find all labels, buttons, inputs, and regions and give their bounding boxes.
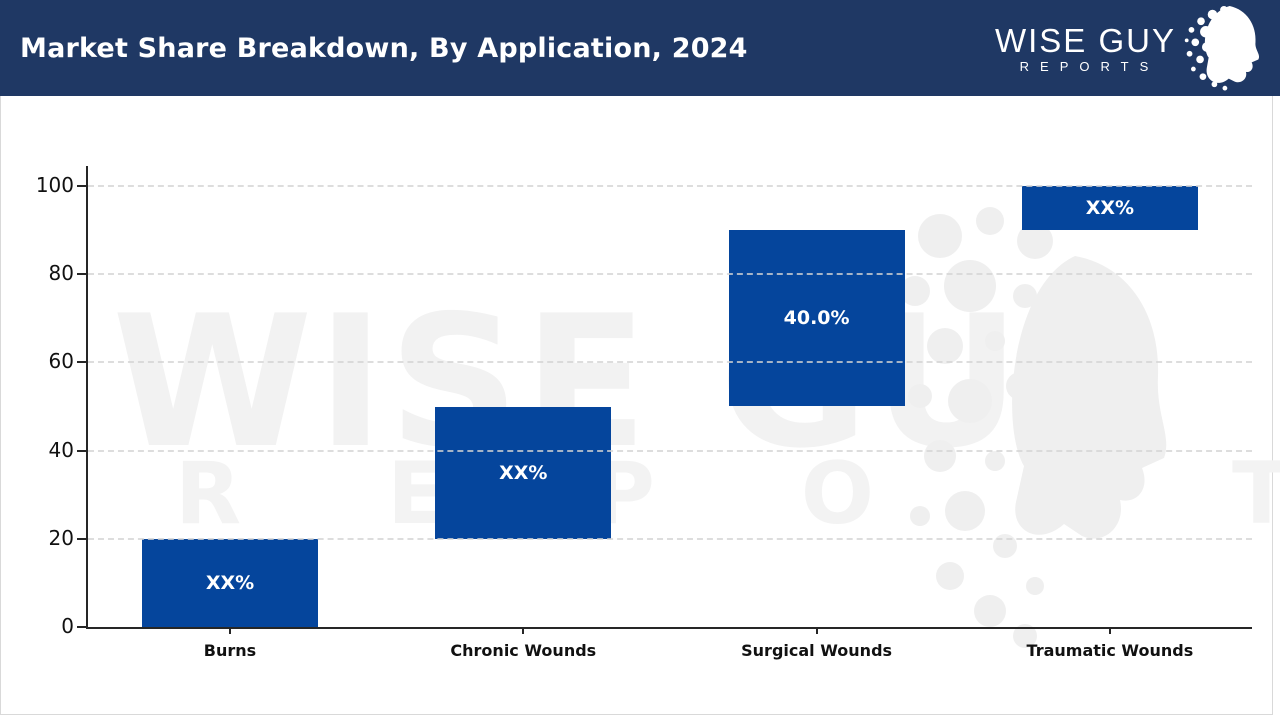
gridline-100	[88, 185, 1252, 187]
y-tick-label: 80	[48, 261, 74, 286]
x-category-label: Chronic Wounds	[450, 641, 597, 660]
y-tick-label: 40	[48, 437, 74, 462]
wiseguy-logo: WISE GUY REPORTS	[995, 2, 1280, 94]
x-category-label: Traumatic Wounds	[1026, 641, 1194, 660]
y-tick-mark	[77, 626, 86, 628]
bar-traumatic-wounds: XX%	[1021, 186, 1198, 231]
bar-surgical-wounds: 40.0%	[728, 230, 905, 407]
y-tick-mark	[77, 273, 86, 276]
bar-burns: XX%	[142, 538, 318, 627]
gridline-80	[88, 273, 1252, 276]
gridline-40	[88, 449, 1252, 452]
plot-area: 0 20 40 60 80 100 XX% Burns XX% Chronic Wounds 40.…	[0, 96, 1280, 720]
chart-canvas: WISE GU R E P O R T S 020406080100XX%Bur…	[0, 95, 1280, 720]
wiseguy-logo-text: WISE GUY REPORTS	[995, 24, 1176, 73]
wiseguy-head-icon	[1184, 5, 1260, 91]
bar-value-label: XX%	[499, 461, 548, 484]
y-tick-label: 20	[48, 525, 74, 550]
x-tick-mark	[1108, 627, 1111, 634]
x-category-label: Burns	[203, 641, 257, 660]
bar-chronic-wounds: XX%	[435, 406, 612, 539]
x-tick-mark	[522, 627, 525, 634]
bar-value-label: XX%	[205, 571, 255, 594]
y-tick-mark	[77, 449, 86, 452]
y-tick-label: 100	[35, 173, 74, 197]
header-bar: Market Share Breakdown, By Application, …	[0, 0, 1280, 96]
bar-value-label: XX%	[1085, 197, 1135, 220]
wiseguy-logo-line1: WISE GUY	[994, 21, 1176, 59]
watermark-head-dots	[900, 207, 1167, 648]
y-tick-mark	[77, 185, 86, 187]
y-tick-label: 0	[61, 614, 74, 638]
gridline-20	[88, 537, 1252, 540]
x-axis-line	[86, 627, 1252, 629]
gridline-60	[88, 361, 1252, 364]
y-tick-mark	[77, 361, 86, 364]
bar-value-label: 40.0%	[783, 307, 850, 330]
page-title: Market Share Breakdown, By Application, …	[20, 32, 748, 64]
x-category-label: Surgical Wounds	[741, 641, 893, 660]
x-tick-mark	[229, 627, 231, 634]
y-axis-line	[86, 166, 88, 627]
y-tick-label: 60	[48, 349, 74, 374]
wiseguy-logo-line2: REPORTS	[1019, 58, 1160, 74]
x-tick-mark	[815, 627, 818, 634]
y-tick-mark	[77, 537, 86, 540]
